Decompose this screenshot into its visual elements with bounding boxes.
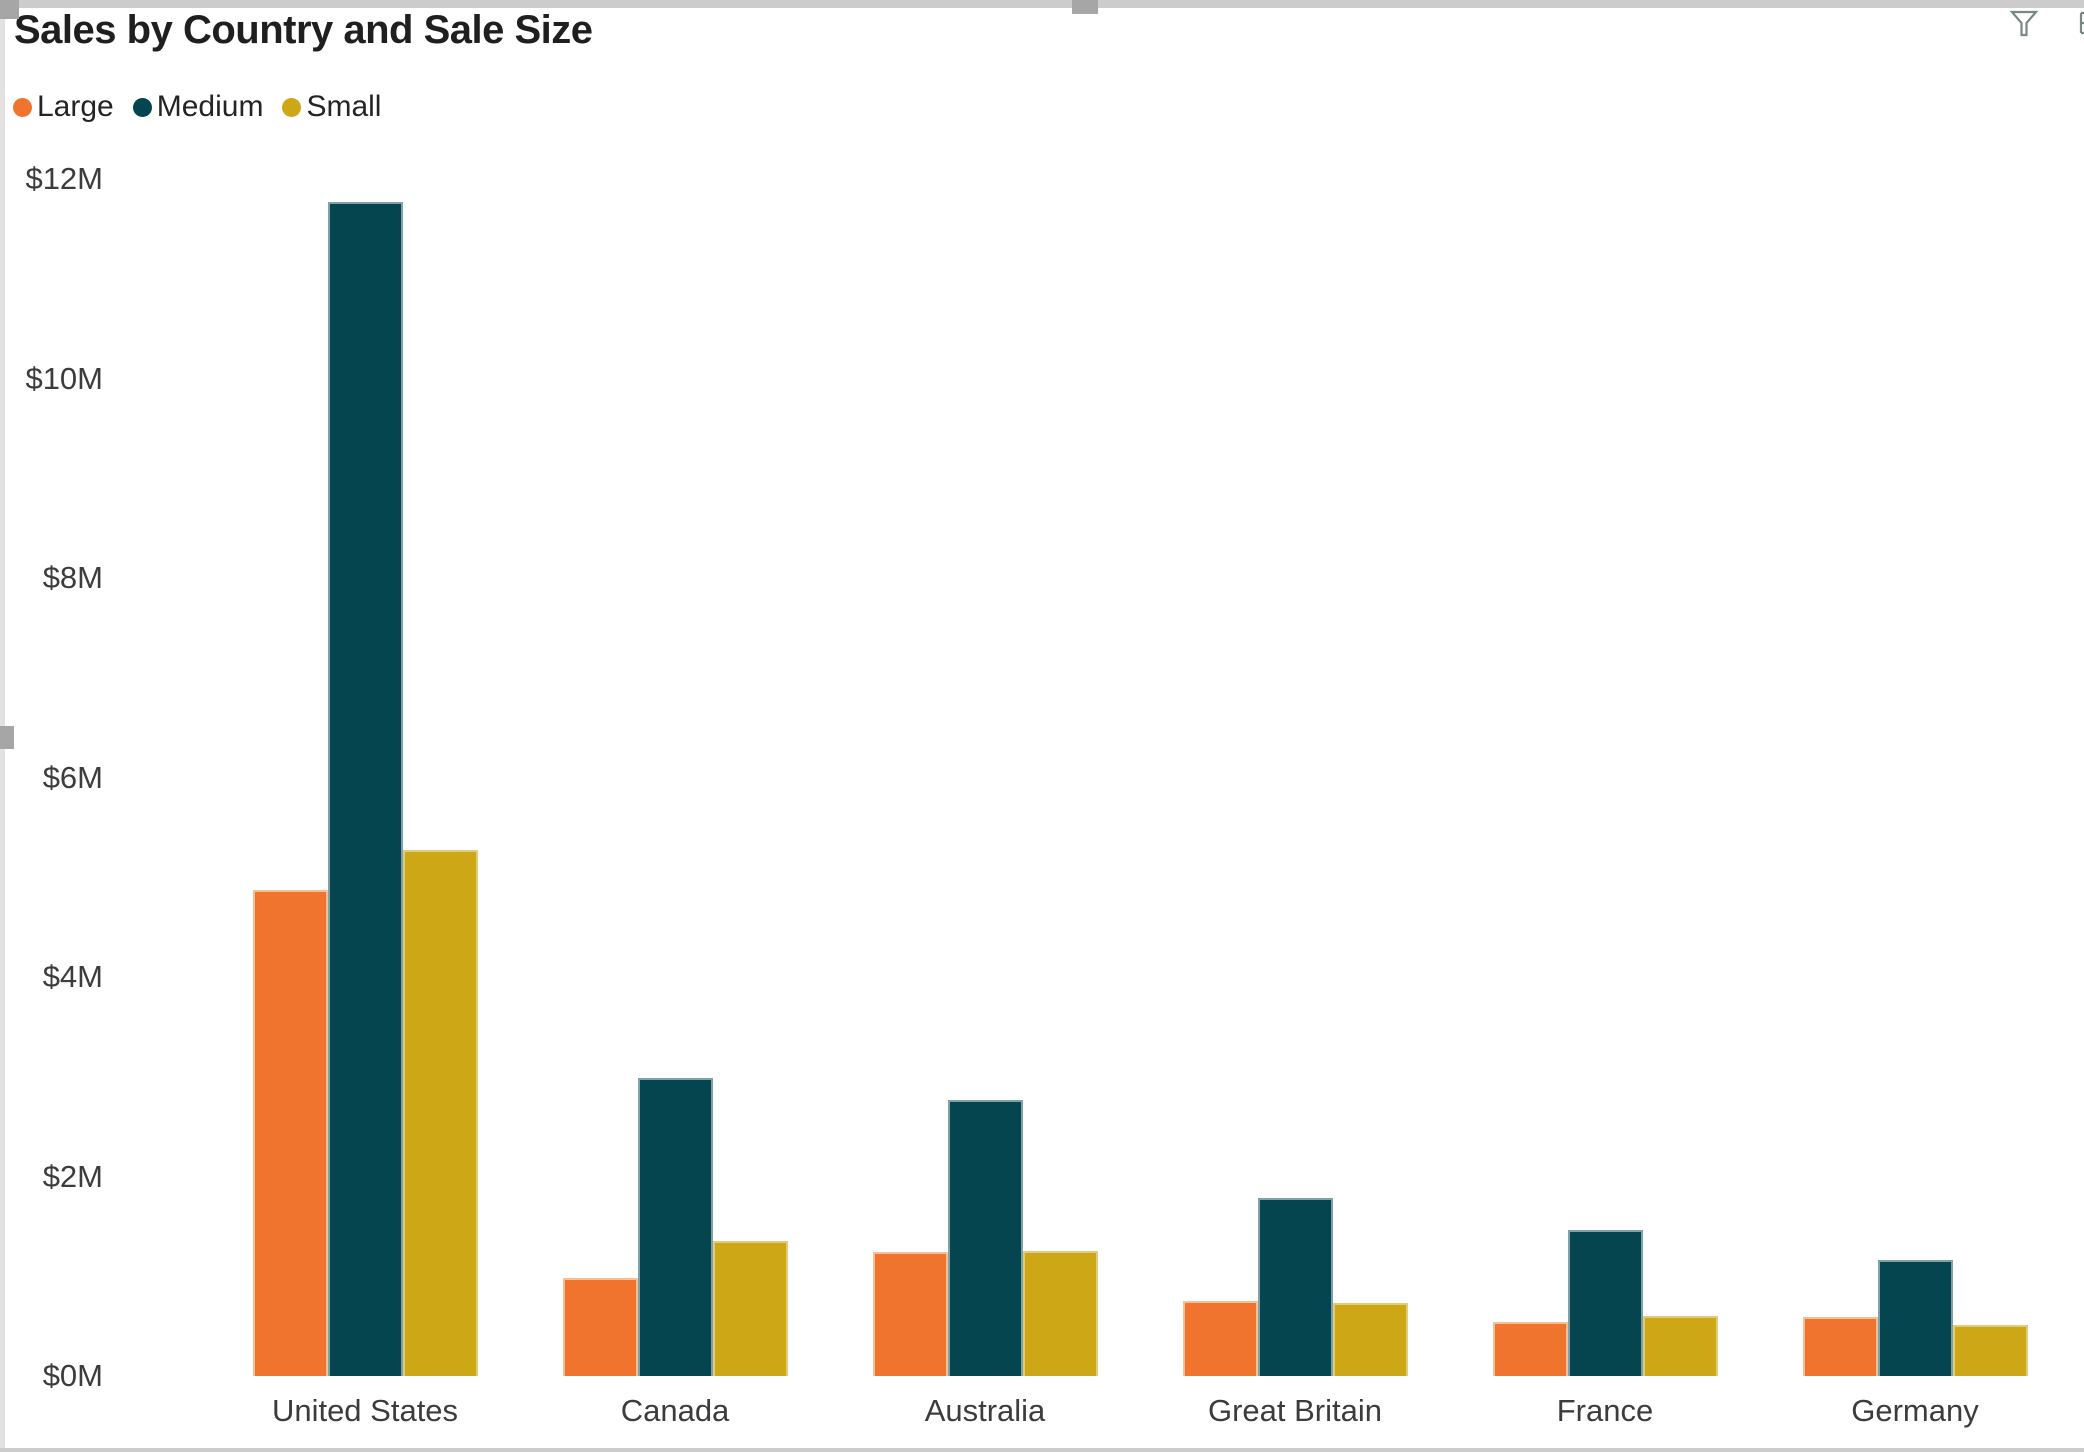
bar-small-great-britain[interactable]	[1332, 1303, 1408, 1376]
legend-dot-small-icon	[282, 97, 302, 117]
bar-large-united-states[interactable]	[252, 890, 328, 1376]
bar-small-canada[interactable]	[712, 1241, 788, 1376]
legend-label: Medium	[156, 90, 264, 123]
legend-dot-medium-icon	[132, 97, 152, 117]
bar-medium-united-states[interactable]	[327, 202, 403, 1376]
legend-item-large[interactable]: Large	[13, 90, 114, 124]
visual-bottom-border	[0, 1448, 2084, 1452]
resize-handle-top-middle[interactable]	[1072, 0, 1098, 14]
y-axis-tick-label: $6M	[42, 759, 103, 795]
bar-small-united-states[interactable]	[402, 850, 478, 1376]
bar-large-germany[interactable]	[1802, 1317, 1878, 1376]
bar-small-france[interactable]	[1642, 1316, 1718, 1376]
bar-medium-germany[interactable]	[1877, 1260, 1953, 1376]
visual-top-border	[0, 0, 2084, 8]
bar-medium-great-britain[interactable]	[1257, 1198, 1333, 1376]
legend-label: Large	[37, 90, 114, 123]
bar-large-france[interactable]	[1492, 1322, 1568, 1376]
bar-large-great-britain[interactable]	[1182, 1301, 1258, 1376]
y-axis-tick-label: $4M	[42, 959, 103, 994]
visual-header-icons	[2008, 6, 2084, 42]
y-axis-tick-label: $8M	[42, 560, 103, 595]
bar-small-australia[interactable]	[1022, 1251, 1098, 1376]
x-axis-category-label: France	[1556, 1393, 1654, 1428]
legend: Large Medium Small	[13, 90, 381, 124]
x-axis-category-label: Germany	[1851, 1393, 1979, 1428]
y-axis-tick-label: $10M	[25, 360, 103, 396]
resize-handle-left-middle[interactable]	[0, 726, 14, 749]
bar-small-germany[interactable]	[1952, 1325, 2028, 1376]
clipped-header-icon[interactable]	[2076, 6, 2084, 42]
x-axis-category-label: United States	[271, 1393, 459, 1428]
legend-item-medium[interactable]: Medium	[132, 90, 264, 124]
x-axis-category-label: Canada	[620, 1393, 730, 1428]
y-axis-tick-label: $12M	[25, 161, 103, 196]
legend-label: Small	[306, 90, 382, 123]
legend-dot-large-icon	[13, 97, 32, 117]
bar-medium-france[interactable]	[1567, 1230, 1643, 1376]
x-axis-category-label: Australia	[924, 1393, 1046, 1428]
chart-title: Sales by Country and Sale Size	[14, 8, 593, 52]
y-axis-tick-label: $2M	[42, 1158, 103, 1194]
y-axis-tick-label: $0M	[42, 1358, 103, 1393]
x-axis-category-label: Great Britain	[1207, 1393, 1382, 1428]
bar-medium-canada[interactable]	[637, 1078, 713, 1376]
bar-medium-australia[interactable]	[947, 1100, 1023, 1376]
filter-icon[interactable]	[2008, 6, 2040, 42]
resize-handle-top-left[interactable]	[0, 0, 19, 19]
legend-item-small[interactable]: Small	[282, 90, 381, 124]
bar-large-australia[interactable]	[872, 1252, 948, 1376]
bar-large-canada[interactable]	[562, 1278, 638, 1376]
